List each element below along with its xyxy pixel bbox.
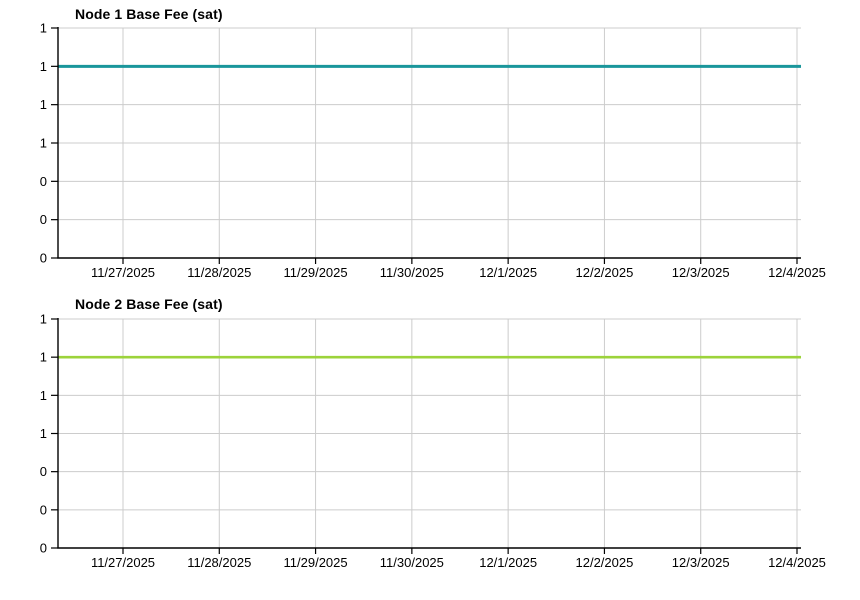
- y-tick-label: 0: [40, 174, 47, 189]
- chart2-title: Node 2 Base Fee (sat): [75, 296, 223, 312]
- y-tick-label: 0: [40, 251, 47, 266]
- y-tick-label: 1: [40, 59, 47, 74]
- x-tick-label: 12/4/2025: [768, 265, 826, 280]
- y-tick-label: 1: [40, 136, 47, 151]
- y-tick-label: 0: [40, 502, 47, 517]
- x-tick-label: 11/28/2025: [187, 555, 251, 570]
- chart1-title: Node 1 Base Fee (sat): [75, 6, 223, 22]
- y-tick-label: 1: [40, 388, 47, 403]
- y-tick-label: 0: [40, 464, 47, 479]
- x-tick-label: 12/3/2025: [672, 555, 730, 570]
- y-tick-label: 1: [40, 312, 47, 327]
- x-tick-label: 12/1/2025: [479, 265, 537, 280]
- x-tick-label: 12/2/2025: [576, 265, 634, 280]
- y-tick-label: 1: [40, 426, 47, 441]
- y-tick-label: 1: [40, 97, 47, 112]
- x-tick-label: 12/4/2025: [768, 555, 826, 570]
- x-tick-label: 12/2/2025: [576, 555, 634, 570]
- x-tick-label: 11/27/2025: [91, 265, 155, 280]
- x-tick-label: 11/30/2025: [380, 555, 444, 570]
- x-tick-label: 12/3/2025: [672, 265, 730, 280]
- chart-1-plot: 1 1 1 1 0 0 0 11/27/2025 11/28/2025 11/29/2025 11/…: [40, 21, 826, 281]
- chart-2-plot: 1 1 1 1 0 0 0 11/27/2025 11/28/2025 11/29/2025 11/…: [40, 312, 826, 571]
- x-tick-label: 12/1/2025: [479, 555, 537, 570]
- x-tick-label: 11/28/2025: [187, 265, 251, 280]
- y-tick-label: 1: [40, 350, 47, 365]
- x-tick-label: 11/29/2025: [284, 555, 348, 570]
- y-tick-label: 0: [40, 541, 47, 556]
- x-tick-label: 11/27/2025: [91, 555, 155, 570]
- x-tick-label: 11/30/2025: [380, 265, 444, 280]
- y-tick-label: 1: [40, 21, 47, 36]
- y-tick-label: 0: [40, 212, 47, 227]
- x-tick-label: 11/29/2025: [284, 265, 348, 280]
